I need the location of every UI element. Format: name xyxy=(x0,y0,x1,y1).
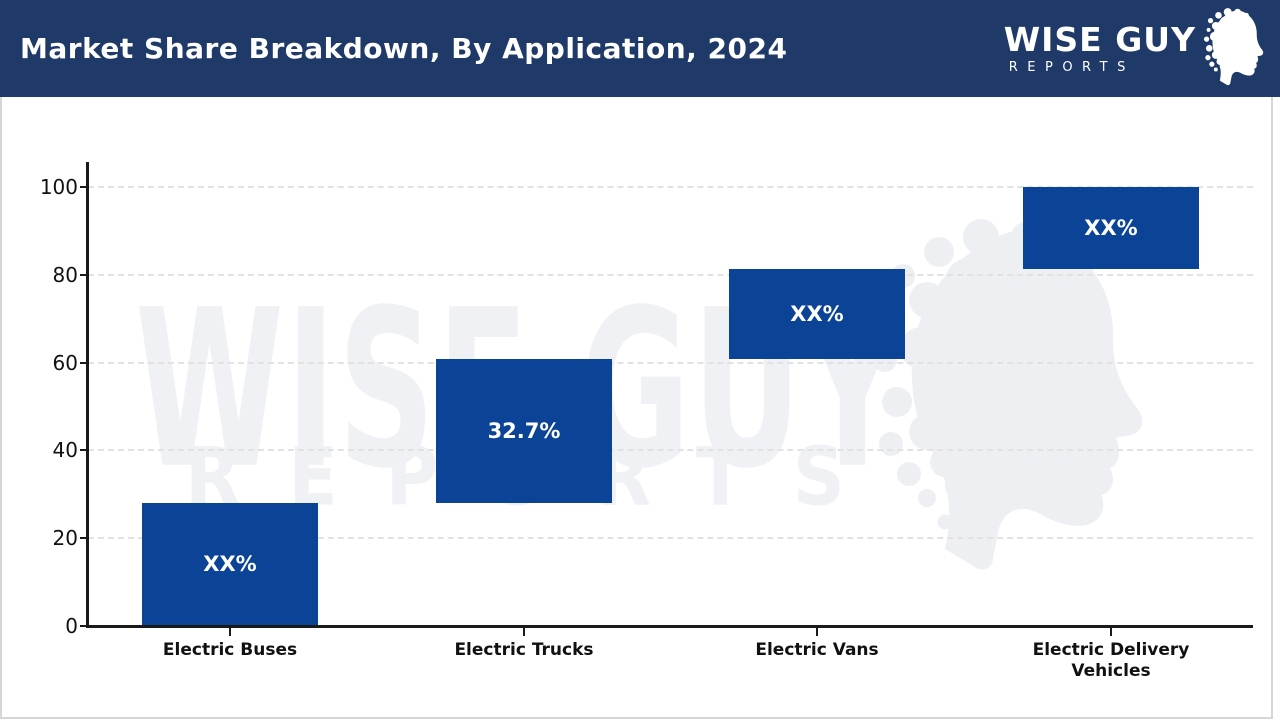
x-axis-category-label: Electric Trucks xyxy=(454,640,594,660)
y-axis-tick xyxy=(80,273,88,276)
watermark-head-icon xyxy=(873,219,1143,570)
wise-guy-logo: WISE GUY REPORTS xyxy=(1004,6,1266,92)
x-axis-line xyxy=(88,625,1253,628)
logo-brand-text: WISE GUY xyxy=(1003,20,1196,59)
y-axis-tick xyxy=(80,361,88,364)
gridline xyxy=(88,449,1253,452)
x-axis-tick xyxy=(816,628,818,636)
x-axis-category-label: Electric Buses xyxy=(162,640,298,660)
y-axis-tick-label: 0 xyxy=(65,614,78,638)
y-axis-tick xyxy=(80,449,88,452)
logo-sub-text: REPORTS xyxy=(1008,60,1135,75)
y-axis-tick-label: 40 xyxy=(52,438,78,463)
x-axis-category-label: Electric Delivery Vehicles xyxy=(1032,640,1190,681)
bar-value-label: XX% xyxy=(1084,215,1138,240)
gridline xyxy=(88,273,1253,276)
gridline xyxy=(88,537,1253,540)
y-axis-tick-label: 100 xyxy=(39,175,78,199)
logo-text: WISE GUY REPORTS xyxy=(1004,23,1196,75)
y-axis-tick-label: 60 xyxy=(52,350,78,375)
y-axis-line xyxy=(86,162,89,628)
bar-value-label: 32.7% xyxy=(487,418,561,443)
x-axis-category-label: Electric Vans xyxy=(755,640,879,660)
bar-value-label: XX% xyxy=(790,301,844,326)
header-bar: Market Share Breakdown, By Application, … xyxy=(0,0,1280,97)
logo-head-icon xyxy=(1203,8,1264,86)
y-axis-tick-label: 80 xyxy=(52,262,78,287)
waterfall-bar: XX% xyxy=(729,268,905,360)
gridline xyxy=(88,361,1253,364)
y-axis-tick xyxy=(80,537,88,540)
y-axis-tick xyxy=(80,186,88,188)
x-axis-tick xyxy=(523,628,525,636)
waterfall-bar: XX% xyxy=(1023,187,1199,269)
x-axis-tick xyxy=(1110,628,1112,636)
y-axis-tick xyxy=(80,625,88,627)
bar-value-label: XX% xyxy=(203,552,257,577)
x-axis-tick xyxy=(229,628,231,636)
waterfall-bar: 32.7% xyxy=(436,359,612,503)
chart-title: Market Share Breakdown, By Application, … xyxy=(20,32,788,65)
waterfall-bar: XX% xyxy=(142,502,318,626)
y-axis-tick-label: 20 xyxy=(52,526,78,551)
gridline xyxy=(88,186,1253,188)
